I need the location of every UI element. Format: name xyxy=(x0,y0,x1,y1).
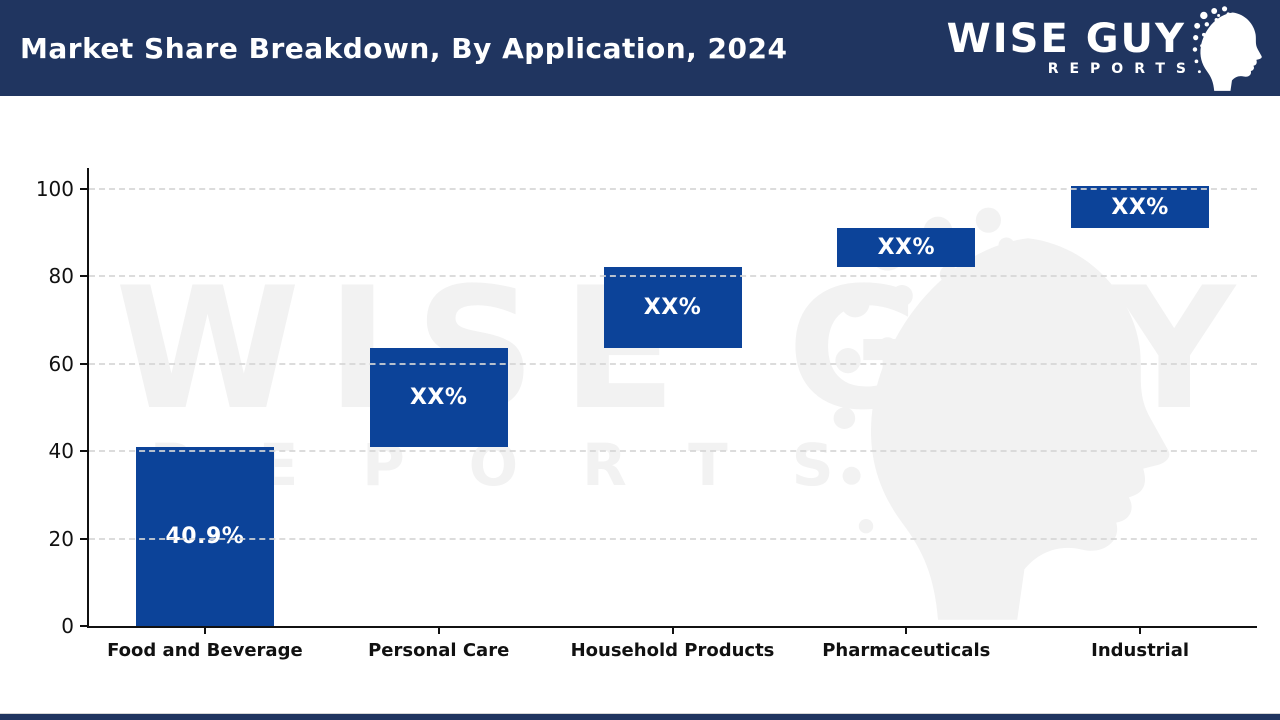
x-category-label: Household Products xyxy=(570,640,775,661)
bar-personal-care: XX% xyxy=(369,348,508,448)
bar-food-and-beverage: 40.9% xyxy=(135,447,274,626)
bar-pharmaceuticals: XX% xyxy=(837,227,976,268)
x-tick-4 xyxy=(1139,628,1142,634)
y-tick-label-20: 20 xyxy=(48,526,74,551)
gridline-80 xyxy=(89,275,1257,277)
y-tick-60 xyxy=(80,362,88,365)
gridline-40 xyxy=(89,450,1257,452)
x-category-label: Pharmaceuticals xyxy=(822,640,991,661)
y-tick-label-80: 80 xyxy=(48,264,74,288)
y-tick-0 xyxy=(80,625,88,627)
bar-household-products: XX% xyxy=(603,267,742,349)
x-category-label: Industrial xyxy=(1091,640,1190,661)
brand-logo: WISE GUY REPORTS xyxy=(947,5,1280,91)
y-axis-line xyxy=(87,168,89,628)
y-tick-20 xyxy=(80,537,88,540)
page-title: Market Share Breakdown, By Application, … xyxy=(20,31,788,65)
x-tick-2 xyxy=(671,628,674,634)
y-tick-label-100: 100 xyxy=(35,176,74,201)
gridline-20 xyxy=(89,537,1257,540)
x-category-label: Food and Beverage xyxy=(107,640,303,661)
footer-divider xyxy=(0,713,1280,714)
x-tick-0 xyxy=(203,628,206,634)
y-tick-100 xyxy=(80,187,88,190)
logo-head-icon xyxy=(1192,6,1262,91)
x-tick-3 xyxy=(905,628,908,634)
logo-wordmark: WISE GUY REPORTS xyxy=(947,19,1186,77)
logo-wordmark-line1: WISE GUY xyxy=(946,16,1186,62)
bar-value-label: 40.9% xyxy=(165,524,245,550)
bar-value-label: XX% xyxy=(409,385,468,411)
x-axis-line xyxy=(87,626,1257,628)
y-tick-40 xyxy=(80,450,88,452)
y-tick-label-40: 40 xyxy=(48,439,74,463)
y-tick-label-0: 0 xyxy=(61,614,74,638)
header-bar: Market Share Breakdown, By Application, … xyxy=(0,0,1280,96)
footer-bar xyxy=(0,714,1280,720)
bar-value-label: XX% xyxy=(643,295,702,321)
gridline-100 xyxy=(89,187,1257,190)
y-tick-80 xyxy=(80,275,88,277)
x-category-label: Personal Care xyxy=(368,640,510,661)
y-tick-label-60: 60 xyxy=(48,351,74,376)
logo-wordmark-line2: REPORTS xyxy=(1047,61,1197,77)
bar-value-label: XX% xyxy=(877,235,936,261)
gridline-60 xyxy=(89,362,1257,365)
chart-area: WISE GUY REPORTS 0 20 40 60 80 100 40.9% Food a… xyxy=(0,96,1280,714)
bar-industrial: XX% xyxy=(1071,186,1210,228)
x-tick-1 xyxy=(437,628,440,634)
bar-value-label: XX% xyxy=(1111,194,1169,220)
